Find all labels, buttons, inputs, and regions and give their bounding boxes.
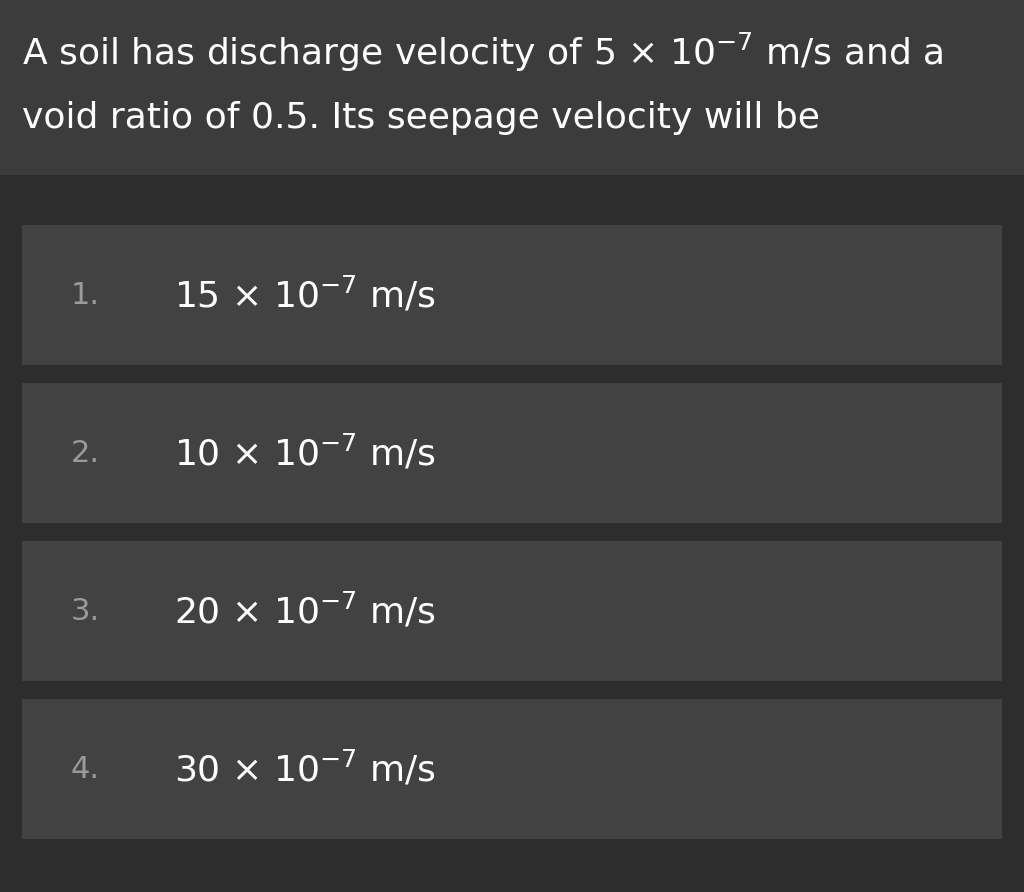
Text: 1.: 1. xyxy=(71,280,100,310)
Bar xyxy=(22,383,1002,523)
Text: A soil has discharge velocity of 5 $\times$ 10$^{-7}$ m/s and a: A soil has discharge velocity of 5 $\tim… xyxy=(22,30,943,74)
Text: 4.: 4. xyxy=(71,755,100,783)
Text: 2.: 2. xyxy=(71,439,100,467)
Text: 15 $\times$ 10$^{-7}$ m/s: 15 $\times$ 10$^{-7}$ m/s xyxy=(174,276,435,315)
Text: 30 $\times$ 10$^{-7}$ m/s: 30 $\times$ 10$^{-7}$ m/s xyxy=(174,749,435,789)
Text: void ratio of 0.5. Its seepage velocity will be: void ratio of 0.5. Its seepage velocity … xyxy=(22,101,820,135)
Bar xyxy=(22,225,1002,365)
Text: 3.: 3. xyxy=(71,597,100,625)
Bar xyxy=(22,699,1002,839)
Text: 20 $\times$ 10$^{-7}$ m/s: 20 $\times$ 10$^{-7}$ m/s xyxy=(174,591,435,631)
Text: 10 $\times$ 10$^{-7}$ m/s: 10 $\times$ 10$^{-7}$ m/s xyxy=(174,434,435,473)
Bar xyxy=(0,0,1024,175)
Bar xyxy=(22,541,1002,681)
